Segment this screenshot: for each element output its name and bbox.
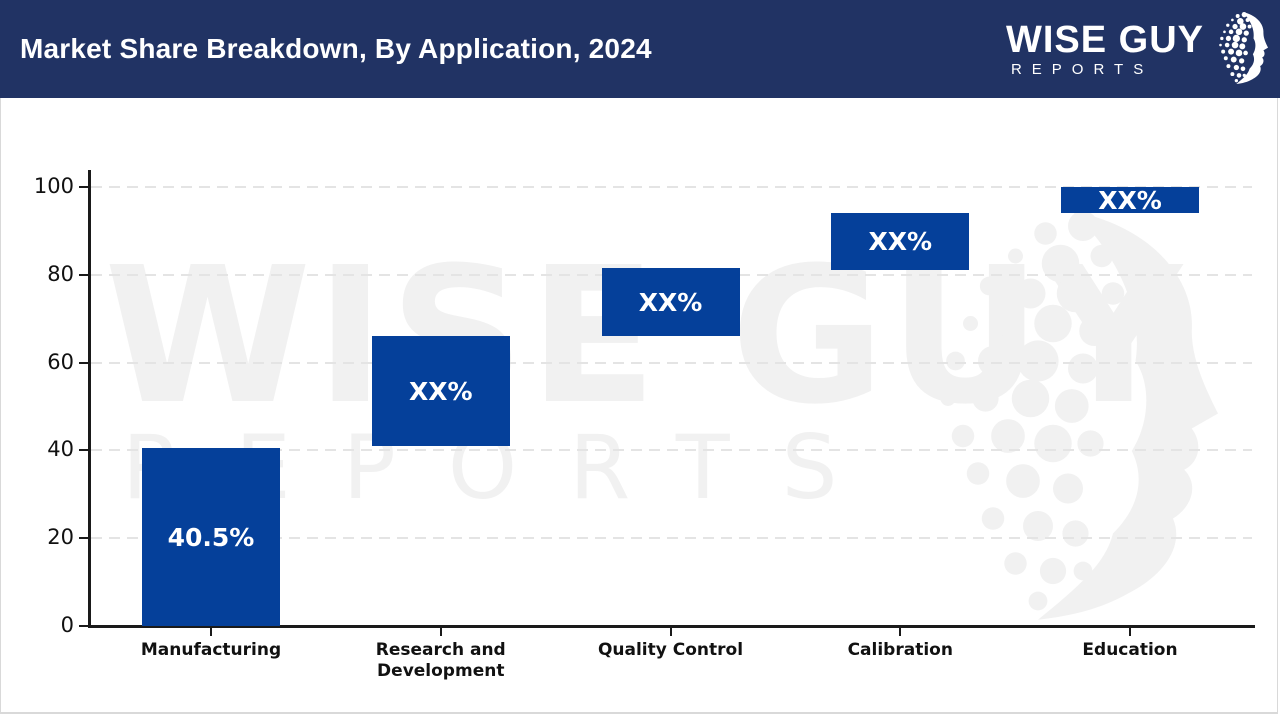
y-tick-100 — [79, 186, 88, 188]
brand-logo-name: WISE GUY — [1005, 18, 1204, 61]
x-axis-line — [88, 625, 1255, 628]
x-tick-1 — [439, 628, 442, 636]
x-category-label: Research and Development — [375, 640, 506, 681]
bar-value-label: XX% — [638, 287, 703, 317]
x-tick-0 — [210, 628, 212, 636]
brand-logo-subtitle: REPORTS — [1010, 60, 1154, 78]
y-tick-label-20: 20 — [47, 525, 74, 550]
x-tick-4 — [1129, 628, 1131, 636]
bar-quality-control: XX% — [601, 268, 740, 337]
bar-education: XX% — [1061, 185, 1199, 215]
x-tick-2 — [669, 628, 672, 636]
y-tick-60 — [79, 361, 88, 364]
x-category-label: Quality Control — [597, 640, 744, 660]
bar-manufacturing: 40.5% — [142, 448, 280, 626]
header-bar: Market Share Breakdown, By Application, … — [0, 0, 1280, 98]
y-tick-80 — [79, 273, 88, 276]
x-category-label: Education — [1082, 640, 1178, 660]
y-tick-label-60: 60 — [47, 349, 74, 374]
gridline-60 — [91, 361, 1252, 364]
bar-value-label: XX% — [1098, 185, 1162, 215]
x-category-label: Calibration — [847, 640, 953, 660]
gridline-40 — [91, 449, 1252, 452]
bar-value-label: XX% — [408, 376, 473, 406]
bar-value-label: XX% — [868, 227, 933, 257]
page-title: Market Share Breakdown, By Application, … — [20, 33, 652, 64]
y-tick-40 — [79, 449, 88, 452]
brand-head-icon — [1219, 12, 1269, 84]
gridline-20 — [91, 537, 1252, 540]
gridline-100 — [91, 186, 1252, 188]
y-tick-0 — [79, 625, 88, 627]
bar-research-and-development: XX% — [371, 336, 510, 446]
y-tick-label-100: 100 — [33, 174, 74, 198]
brand-logo: WISE GUY REPORTS — [1006, 4, 1272, 94]
y-tick-label-40: 40 — [47, 437, 74, 462]
y-tick-label-80: 80 — [47, 261, 74, 286]
y-tick-20 — [79, 537, 88, 540]
x-category-label: Manufacturing — [140, 640, 282, 660]
bar-value-label: 40.5% — [167, 522, 255, 552]
y-tick-label-0: 0 — [60, 613, 74, 637]
bar-calibration: XX% — [831, 213, 970, 271]
x-tick-3 — [899, 628, 902, 636]
y-axis-line — [88, 170, 91, 628]
